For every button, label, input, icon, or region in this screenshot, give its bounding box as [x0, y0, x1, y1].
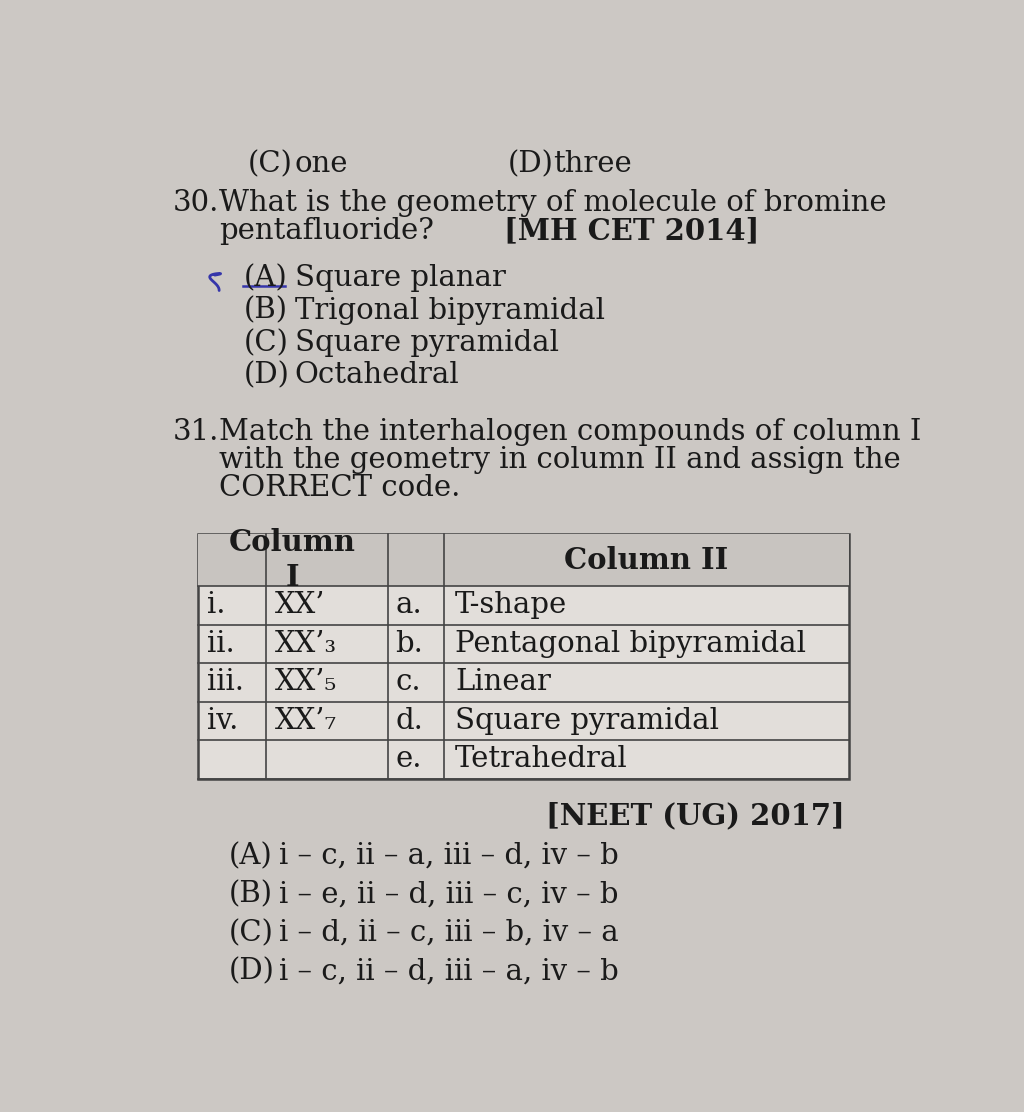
- Text: CORRECT code.: CORRECT code.: [219, 474, 461, 502]
- Text: (B): (B): [228, 881, 272, 909]
- Text: iii.: iii.: [207, 668, 244, 696]
- Text: Square pyramidal: Square pyramidal: [295, 329, 559, 357]
- Text: pentafluoride?: pentafluoride?: [219, 217, 434, 245]
- Text: i.: i.: [207, 592, 225, 619]
- Text: (D): (D): [508, 150, 554, 178]
- Text: XX’₃: XX’₃: [275, 631, 337, 658]
- Text: (C): (C): [228, 919, 273, 946]
- Text: (A): (A): [228, 842, 272, 870]
- Text: Square planar: Square planar: [295, 265, 506, 292]
- Text: i – c, ii – d, iii – a, iv – b: i – c, ii – d, iii – a, iv – b: [280, 957, 618, 985]
- Text: XX’₇: XX’₇: [275, 707, 337, 735]
- Text: a.: a.: [395, 592, 422, 619]
- Text: Match the interhalogen compounds of column I: Match the interhalogen compounds of colu…: [219, 418, 922, 446]
- Text: Square pyramidal: Square pyramidal: [455, 707, 719, 735]
- Text: (C): (C): [245, 329, 289, 357]
- Text: 31.: 31.: [173, 418, 219, 446]
- Text: b.: b.: [395, 631, 423, 658]
- Text: (C): (C): [248, 150, 293, 178]
- Text: Column II: Column II: [564, 546, 729, 575]
- Text: i – d, ii – c, iii – b, iv – a: i – d, ii – c, iii – b, iv – a: [280, 919, 618, 946]
- Text: [NEET (UG) 2017]: [NEET (UG) 2017]: [546, 802, 845, 831]
- Text: XX’₅: XX’₅: [275, 668, 338, 696]
- Text: three: three: [553, 150, 632, 178]
- Text: Linear: Linear: [455, 668, 551, 696]
- Text: ii.: ii.: [207, 631, 234, 658]
- Text: 30.: 30.: [173, 189, 219, 217]
- Text: [MH CET 2014]: [MH CET 2014]: [504, 217, 759, 246]
- Text: (A): (A): [245, 265, 288, 292]
- Text: Pentagonal bipyramidal: Pentagonal bipyramidal: [455, 631, 806, 658]
- Text: c.: c.: [395, 668, 421, 696]
- Bar: [198, 534, 849, 586]
- Text: with the geometry in column II and assign the: with the geometry in column II and assig…: [219, 446, 901, 474]
- Text: (D): (D): [245, 361, 290, 389]
- Bar: [198, 534, 849, 778]
- Text: d.: d.: [395, 707, 423, 735]
- Text: T-shape: T-shape: [455, 592, 567, 619]
- Text: Trigonal bipyramidal: Trigonal bipyramidal: [295, 297, 604, 325]
- Text: Octahedral: Octahedral: [295, 361, 460, 389]
- Text: one: one: [295, 150, 348, 178]
- Text: (B): (B): [245, 297, 288, 325]
- Text: i – e, ii – d, iii – c, iv – b: i – e, ii – d, iii – c, iv – b: [280, 881, 618, 909]
- Text: i – c, ii – a, iii – d, iv – b: i – c, ii – a, iii – d, iv – b: [280, 842, 618, 870]
- Text: XX’: XX’: [275, 592, 326, 619]
- Text: (D): (D): [228, 957, 274, 985]
- Text: e.: e.: [395, 745, 422, 774]
- Text: What is the geometry of molecule of bromine: What is the geometry of molecule of brom…: [219, 189, 887, 217]
- Text: iv.: iv.: [207, 707, 239, 735]
- Text: Column
I: Column I: [229, 527, 356, 593]
- Text: Tetrahedral: Tetrahedral: [455, 745, 628, 774]
